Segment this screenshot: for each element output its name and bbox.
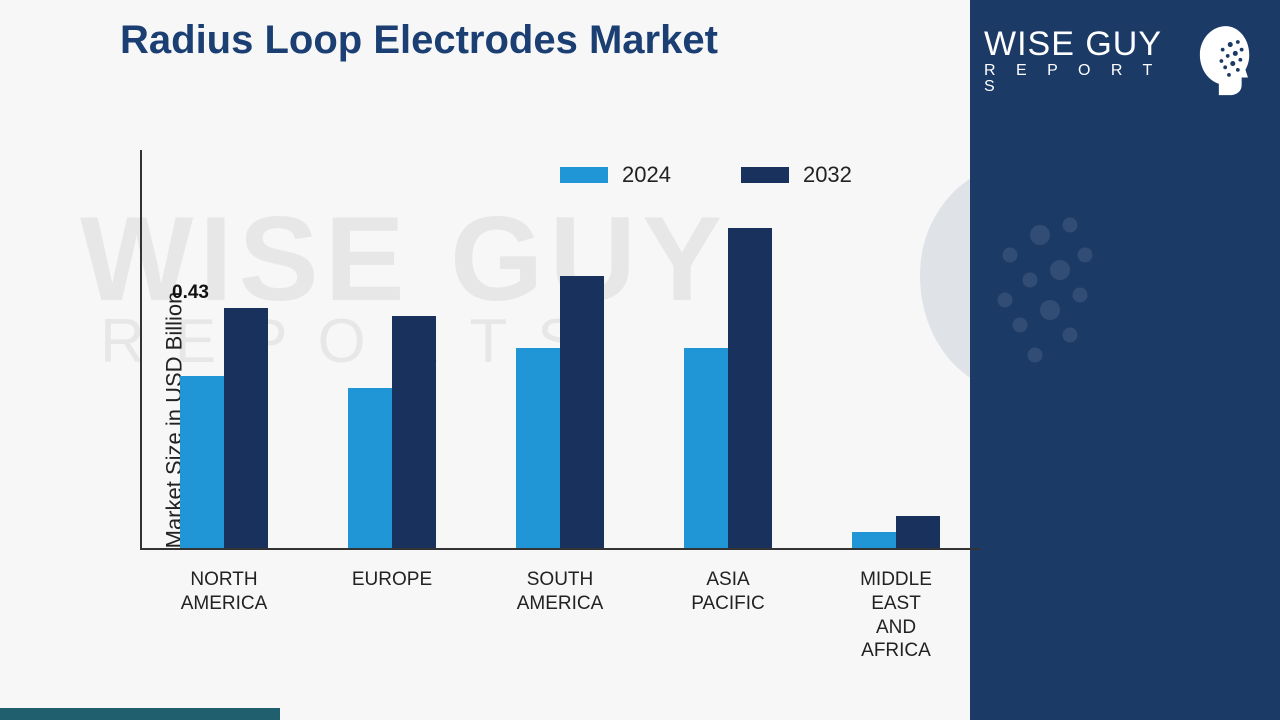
bar-2032 bbox=[392, 316, 436, 548]
bar-2024 bbox=[516, 348, 560, 548]
brand-logo: WISE GUY R E P O R T S bbox=[984, 22, 1254, 100]
bar-2024 bbox=[852, 532, 896, 548]
logo-head-icon bbox=[1191, 22, 1254, 100]
bottom-accent-strip bbox=[0, 708, 280, 720]
bar-2024 bbox=[684, 348, 728, 548]
logo-line1: WISE GUY bbox=[984, 27, 1183, 61]
bar-groups: 0.43 bbox=[140, 150, 980, 548]
bar-group bbox=[684, 228, 772, 548]
bar-2032 bbox=[224, 308, 268, 548]
right-panel bbox=[970, 0, 1280, 720]
bar-group bbox=[516, 276, 604, 548]
x-tick-label: NORTHAMERICA bbox=[159, 560, 289, 690]
bar-2032 bbox=[728, 228, 772, 548]
bar-value-label: 0.43 bbox=[172, 282, 209, 372]
chart-canvas: WISE GUY REPORTS WISE GUY R E P O R T S bbox=[0, 0, 1280, 720]
logo-line2: R E P O R T S bbox=[984, 63, 1183, 95]
x-tick-label: ASIAPACIFIC bbox=[663, 560, 793, 690]
plot-area: 0.43 bbox=[140, 150, 980, 550]
bar-group bbox=[348, 316, 436, 548]
chart-title: Radius Loop Electrodes Market bbox=[120, 18, 718, 63]
x-axis-labels: NORTHAMERICA EUROPE SOUTHAMERICA ASIAPACIFI… bbox=[140, 560, 980, 690]
bar-group bbox=[852, 516, 940, 548]
bar-chart: Market Size in USD Billion 0.43 NORTHAME… bbox=[60, 150, 980, 690]
bar-2032 bbox=[560, 276, 604, 548]
bar-2024 bbox=[348, 388, 392, 548]
x-tick-label: SOUTHAMERICA bbox=[495, 560, 625, 690]
bar-2032 bbox=[896, 516, 940, 548]
bar-group: 0.43 bbox=[180, 308, 268, 548]
x-tick-label: EUROPE bbox=[327, 560, 457, 690]
x-tick-label: MIDDLEEASTANDAFRICA bbox=[831, 560, 961, 690]
bar-2024 bbox=[180, 376, 224, 548]
